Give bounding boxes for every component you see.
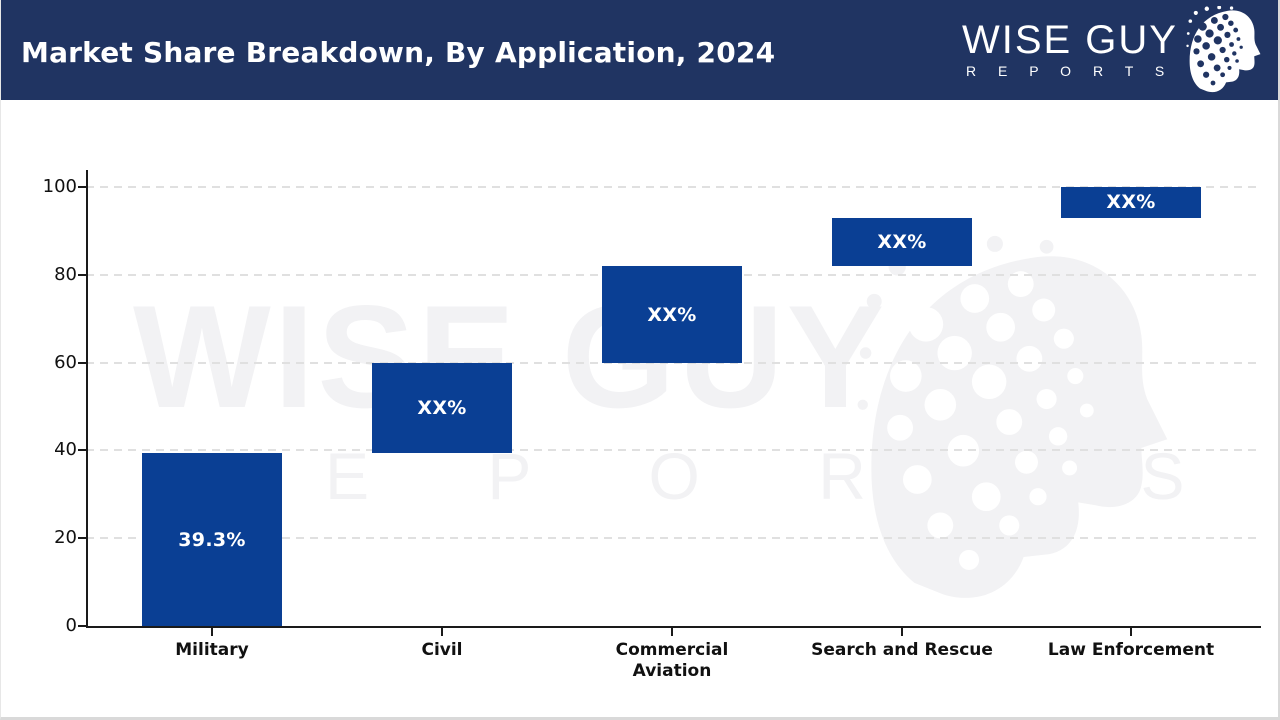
y-tick-label-60: 60 <box>54 351 77 373</box>
bar-commercial-aviation: XX% <box>602 266 742 364</box>
x-tick-law-enforcement <box>1130 628 1132 636</box>
logo-text: WISE GUY R E P O R T S <box>962 20 1178 80</box>
header: Market Share Breakdown, By Application, … <box>1 0 1278 100</box>
gridline-40 <box>86 449 1259 452</box>
y-axis-line <box>86 170 88 628</box>
logo-head-icon <box>1186 6 1261 93</box>
x-category-label-search-and-rescue: Search and Rescue <box>811 640 993 660</box>
logo-subtext: R E P O R T S <box>965 63 1174 79</box>
y-tick-20 <box>78 537 86 540</box>
x-tick-military <box>211 628 213 636</box>
x-tick-civil <box>441 628 443 636</box>
bar-civil: XX% <box>372 363 512 454</box>
gridline-100 <box>86 186 1259 188</box>
y-tick-0 <box>78 625 86 627</box>
bar-military: 39.3% <box>142 453 282 626</box>
y-tick-label-40: 40 <box>54 439 77 461</box>
bar-value-label-search-and-rescue: XX% <box>877 230 927 253</box>
x-category-label-civil: Civil <box>421 640 463 660</box>
y-tick-80 <box>78 273 86 276</box>
bar-value-label-commercial-aviation: XX% <box>647 303 697 326</box>
bar-value-label-military: 39.3% <box>178 528 246 551</box>
x-axis-line <box>86 626 1261 628</box>
x-category-label-commercial-aviation: Commercial Aviation <box>615 640 729 681</box>
bar-search-and-rescue: XX% <box>832 217 972 266</box>
x-category-label-law-enforcement: Law Enforcement <box>1047 640 1215 660</box>
y-tick-label-0: 0 <box>65 615 77 636</box>
y-tick-60 <box>78 361 86 364</box>
page-title: Market Share Breakdown, By Application, … <box>21 35 776 69</box>
x-category-label-military: Military <box>175 640 249 660</box>
bar-law-enforcement: XX% <box>1061 187 1201 218</box>
gridline-20 <box>86 537 1259 540</box>
y-tick-40 <box>78 449 86 452</box>
y-tick-label-100: 100 <box>42 176 77 197</box>
x-tick-search-and-rescue <box>901 628 903 636</box>
bar-value-label-civil: XX% <box>417 397 467 420</box>
wiseguy-logo: WISE GUY R E P O R T S <box>962 6 1264 94</box>
bar-value-label-law-enforcement: XX% <box>1106 191 1156 214</box>
y-tick-100 <box>78 186 86 188</box>
logo-wordmark: WISE GUY <box>961 18 1178 62</box>
x-tick-commercial-aviation <box>671 628 673 636</box>
y-tick-label-80: 80 <box>54 263 77 285</box>
y-tick-label-20: 20 <box>54 527 77 549</box>
